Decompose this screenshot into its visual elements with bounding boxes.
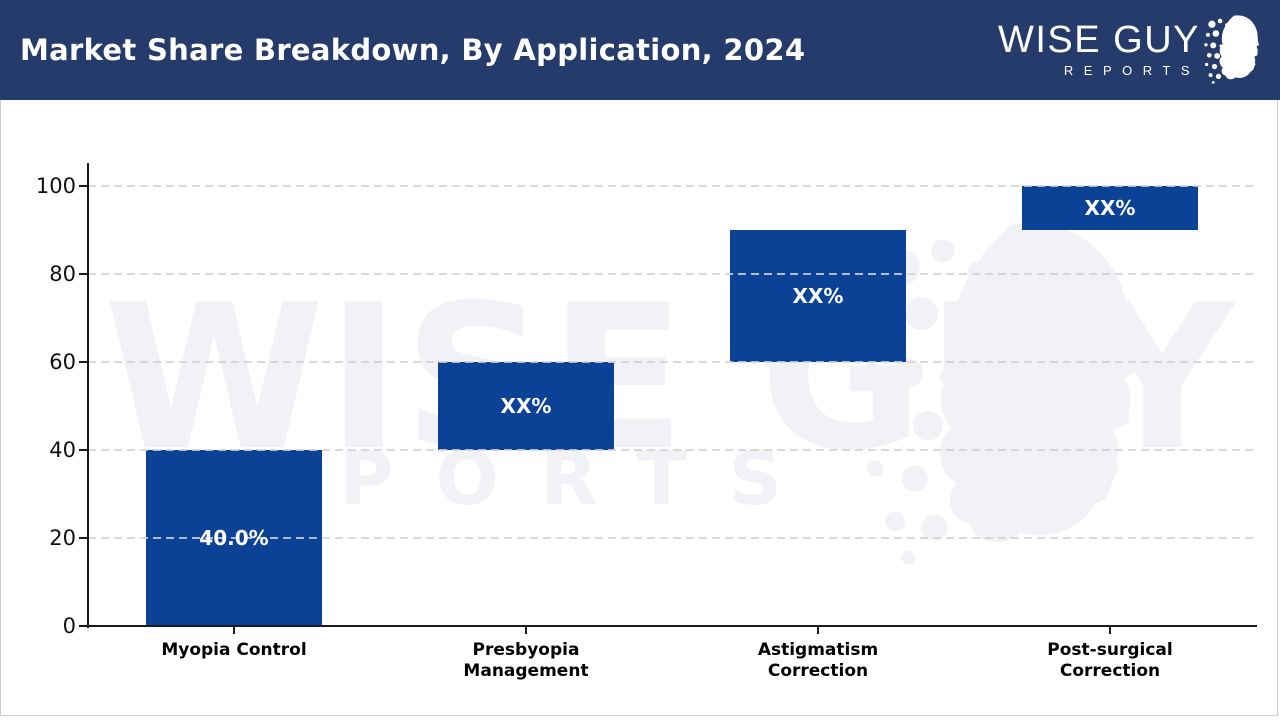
bar-astigmatism-correction	[730, 230, 906, 362]
x-category-label: Presbyopia Management	[463, 640, 588, 682]
bar-value-label: XX%	[500, 394, 552, 418]
bar-presbyopia-management	[438, 362, 614, 450]
header-bar: Market Share Breakdown, By Application, …	[0, 0, 1280, 100]
bar-value-label: 40.0%	[199, 526, 269, 550]
x-tick-mark	[233, 626, 235, 634]
bar-value-label: XX%	[792, 284, 844, 308]
gridline	[88, 537, 1256, 539]
x-category-label-line: Presbyopia	[472, 640, 580, 660]
brand-name: WISE GUY	[997, 19, 1200, 61]
y-tick-mark	[79, 361, 87, 363]
x-axis-line	[87, 625, 1257, 627]
x-category-label: Myopia Control	[161, 640, 306, 661]
y-tick-mark	[79, 449, 87, 451]
brand-logo-text: WISE GUY REPORTS	[998, 20, 1200, 80]
gridline	[88, 185, 1256, 187]
gridline	[88, 449, 1256, 451]
chart-title: Market Share Breakdown, By Application, …	[20, 33, 806, 67]
x-category-label: Astigmatism Correction	[758, 640, 878, 682]
brand-logo: WISE GUY REPORTS	[998, 6, 1268, 94]
x-tick-mark	[1109, 626, 1111, 634]
x-category-label-line: Correction	[767, 661, 869, 681]
y-tick-label: 0	[62, 614, 76, 638]
y-tick-label: 100	[35, 174, 76, 198]
x-category-label-line: Post-surgical	[1047, 640, 1173, 660]
y-tick-mark	[79, 537, 87, 539]
y-tick-mark	[79, 625, 87, 627]
x-category-label-line: Astigmatism	[757, 640, 879, 660]
y-tick-label: 60	[49, 350, 76, 374]
y-tick-mark	[79, 185, 87, 187]
x-category-label-line: Myopia Control	[161, 640, 307, 660]
x-tick-mark	[525, 626, 527, 634]
bar-post-surgical-correction	[1022, 186, 1198, 230]
y-tick-label: 20	[49, 526, 76, 550]
brand-head-icon	[1204, 15, 1260, 84]
y-tick-label: 40	[49, 438, 76, 462]
bar-value-label: XX%	[1084, 196, 1136, 220]
gridline	[88, 361, 1256, 363]
x-category-label-line: Correction	[1059, 661, 1161, 681]
y-axis-line	[87, 163, 89, 628]
x-tick-mark	[817, 626, 819, 634]
brand-subname: REPORTS	[1063, 63, 1200, 78]
y-tick-label: 80	[49, 262, 76, 286]
x-category-label-line: Management	[463, 661, 589, 681]
y-tick-mark	[79, 273, 87, 275]
gridline	[88, 273, 1256, 275]
x-category-label: Post-surgical Correction	[1047, 640, 1172, 682]
